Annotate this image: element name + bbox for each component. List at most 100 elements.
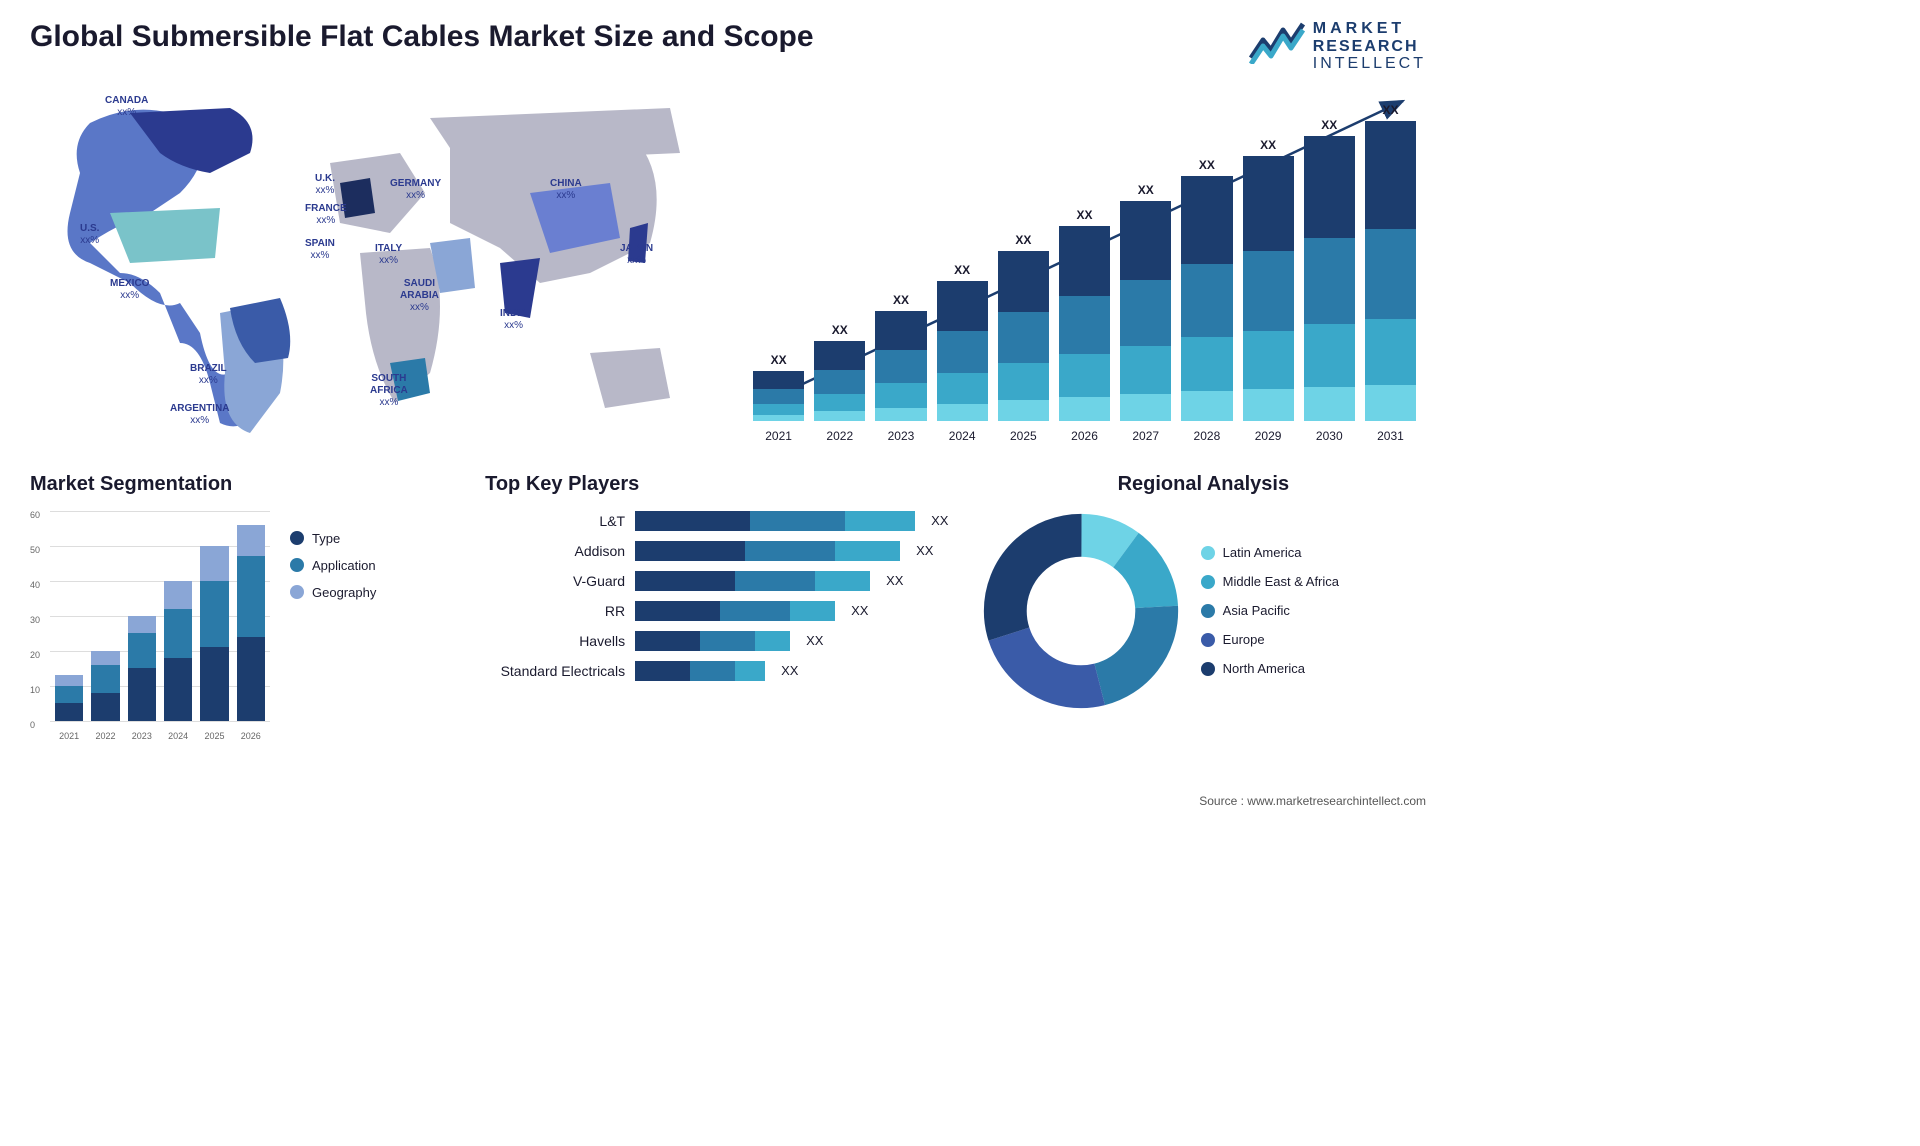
seg-ytick: 50 bbox=[30, 545, 40, 555]
growth-year: 2027 bbox=[1120, 429, 1171, 443]
logo-line1: MARKET bbox=[1313, 20, 1426, 38]
key-player-bar bbox=[635, 541, 900, 561]
key-player-value: XX bbox=[806, 633, 823, 648]
key-player-row: Addison XX bbox=[485, 541, 951, 561]
growth-bar-label: XX bbox=[771, 353, 787, 367]
key-player-value: XX bbox=[931, 513, 948, 528]
growth-year: 2022 bbox=[814, 429, 865, 443]
seg-ytick: 60 bbox=[30, 510, 40, 520]
segmentation-chart: 202120222023202420252026 0102030405060 bbox=[30, 511, 270, 741]
seg-bar bbox=[164, 581, 192, 721]
bottom-row: Market Segmentation 20212022202320242025… bbox=[30, 473, 1426, 741]
growth-year: 2025 bbox=[998, 429, 1049, 443]
map-label: SAUDIARABIAxx% bbox=[400, 278, 439, 314]
seg-year: 2023 bbox=[128, 731, 156, 741]
growth-bar-label: XX bbox=[1260, 138, 1276, 152]
seg-year: 2026 bbox=[237, 731, 265, 741]
seg-bar bbox=[200, 546, 228, 721]
regional-legend-item: Middle East & Africa bbox=[1201, 574, 1339, 589]
logo-line2: RESEARCH bbox=[1313, 38, 1426, 56]
map-label: U.K.xx% bbox=[315, 173, 335, 197]
key-player-row: V-GuardXX bbox=[485, 571, 951, 591]
key-player-row: L&T XX bbox=[485, 511, 951, 531]
growth-bar: XX bbox=[1243, 138, 1294, 421]
page-title: Global Submersible Flat Cables Market Si… bbox=[30, 20, 814, 54]
logo: MARKET RESEARCH INTELLECT bbox=[1249, 20, 1426, 73]
regional-panel: Regional Analysis Latin America Middle Ea… bbox=[981, 473, 1426, 741]
logo-icon bbox=[1249, 20, 1305, 64]
key-player-name: Standard Electricals bbox=[485, 663, 625, 679]
regional-legend-item: Latin America bbox=[1201, 545, 1339, 560]
growth-bar: XX bbox=[1181, 158, 1232, 421]
key-player-row: RR XX bbox=[485, 601, 951, 621]
key-player-name: RR bbox=[485, 603, 625, 619]
segmentation-legend: TypeApplicationGeography bbox=[290, 511, 376, 741]
growth-bars: XXXXXXXXXXXXXXXXXXXXXX bbox=[753, 113, 1416, 421]
seg-year: 2025 bbox=[200, 731, 228, 741]
growth-bar: XX bbox=[753, 353, 804, 421]
growth-bar-label: XX bbox=[1321, 118, 1337, 132]
seg-bar bbox=[91, 651, 119, 721]
growth-bar: XX bbox=[998, 233, 1049, 421]
growth-bar: XX bbox=[1365, 103, 1416, 421]
key-player-bar bbox=[635, 631, 790, 651]
growth-year: 2026 bbox=[1059, 429, 1110, 443]
seg-bar bbox=[237, 525, 265, 721]
growth-bar: XX bbox=[1120, 183, 1171, 421]
regional-donut bbox=[981, 511, 1181, 711]
growth-bar-label: XX bbox=[832, 323, 848, 337]
segmentation-panel: Market Segmentation 20212022202320242025… bbox=[30, 473, 455, 741]
seg-year: 2022 bbox=[91, 731, 119, 741]
growth-year: 2024 bbox=[937, 429, 988, 443]
key-player-value: XX bbox=[916, 543, 933, 558]
regional-legend-item: Asia Pacific bbox=[1201, 603, 1339, 618]
seg-legend-item: Type bbox=[290, 531, 376, 546]
key-player-bar bbox=[635, 511, 915, 531]
map-label: INDIAxx% bbox=[500, 308, 527, 332]
map-label: SOUTHAFRICAxx% bbox=[370, 373, 408, 409]
map-label: GERMANYxx% bbox=[390, 178, 441, 202]
growth-years: 2021202220232024202520262027202820292030… bbox=[753, 429, 1416, 443]
growth-bar: XX bbox=[937, 263, 988, 421]
map-label: ARGENTINAxx% bbox=[170, 403, 229, 427]
growth-bar-label: XX bbox=[1382, 103, 1398, 117]
key-player-name: L&T bbox=[485, 513, 625, 529]
map-label: BRAZILxx% bbox=[190, 363, 227, 387]
key-player-bar bbox=[635, 661, 765, 681]
seg-legend-item: Application bbox=[290, 558, 376, 573]
growth-bar: XX bbox=[875, 293, 926, 421]
key-player-row: Havells XX bbox=[485, 631, 951, 651]
key-player-bar bbox=[635, 571, 870, 591]
growth-bar: XX bbox=[1304, 118, 1355, 421]
growth-year: 2029 bbox=[1243, 429, 1294, 443]
seg-ytick: 10 bbox=[30, 685, 40, 695]
seg-bar bbox=[55, 675, 83, 721]
seg-ytick: 20 bbox=[30, 650, 40, 660]
growth-year: 2028 bbox=[1181, 429, 1232, 443]
regional-title: Regional Analysis bbox=[981, 473, 1426, 496]
growth-year: 2021 bbox=[753, 429, 804, 443]
growth-bar-label: XX bbox=[893, 293, 909, 307]
growth-bar-label: XX bbox=[954, 263, 970, 277]
header: Global Submersible Flat Cables Market Si… bbox=[30, 20, 1426, 73]
growth-bar-label: XX bbox=[1015, 233, 1031, 247]
key-player-value: XX bbox=[781, 663, 798, 678]
map-label: MEXICOxx% bbox=[110, 278, 149, 302]
map-label: ITALYxx% bbox=[375, 243, 402, 267]
top-row: CANADAxx%U.S.xx%MEXICOxx%BRAZILxx%ARGENT… bbox=[30, 83, 1426, 443]
source-text: Source : www.marketresearchintellect.com bbox=[1199, 794, 1426, 808]
map-label: CHINAxx% bbox=[550, 178, 582, 202]
map-label: FRANCExx% bbox=[305, 203, 347, 227]
key-player-value: XX bbox=[851, 603, 868, 618]
key-players-rows: L&T XX Addison XX V-GuardXX RR XX Havells XX Stan… bbox=[485, 511, 951, 681]
key-player-name: Havells bbox=[485, 633, 625, 649]
seg-ytick: 30 bbox=[30, 615, 40, 625]
map-label: JAPANxx% bbox=[620, 243, 653, 267]
growth-year: 2030 bbox=[1304, 429, 1355, 443]
growth-year: 2031 bbox=[1365, 429, 1416, 443]
key-players-title: Top Key Players bbox=[485, 473, 951, 496]
key-player-name: Addison bbox=[485, 543, 625, 559]
seg-bar bbox=[128, 616, 156, 721]
growth-bar-label: XX bbox=[1138, 183, 1154, 197]
world-map-panel: CANADAxx%U.S.xx%MEXICOxx%BRAZILxx%ARGENT… bbox=[30, 83, 713, 443]
